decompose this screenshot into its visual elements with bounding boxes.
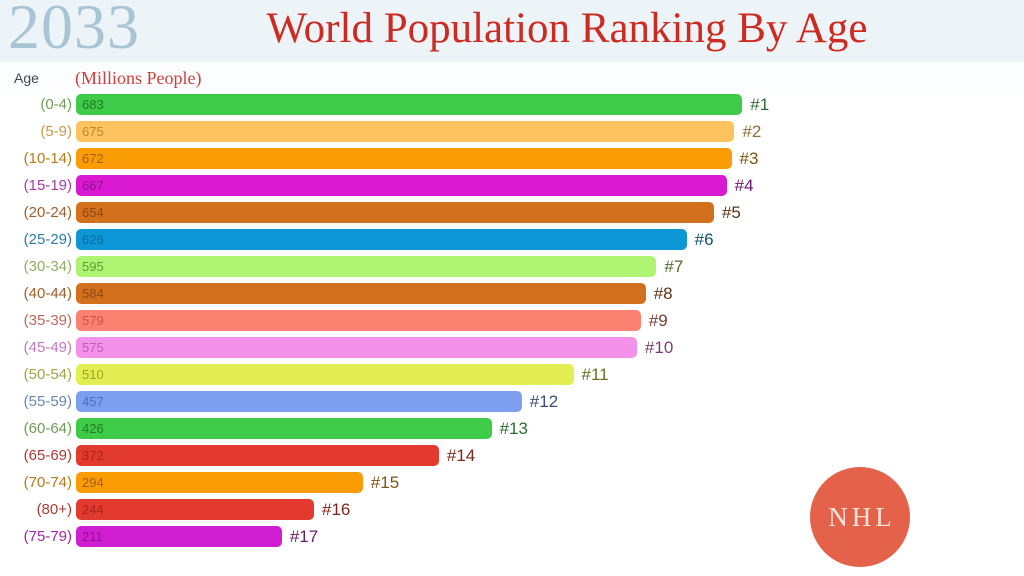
bar-rank-label: #13 bbox=[499, 419, 528, 438]
bar-rank-label: #15 bbox=[370, 473, 400, 492]
value-axis-unit-label: (Millions People) bbox=[75, 68, 202, 88]
bar-category-label: (35-39) bbox=[23, 312, 72, 329]
bar-value-label: 626 bbox=[82, 232, 104, 247]
bar-row: (25-29) 626 #6 bbox=[0, 229, 1024, 256]
bar: 584 bbox=[76, 283, 646, 304]
bar-value-label: 457 bbox=[82, 394, 104, 409]
bar-category-label: (65-69) bbox=[23, 447, 72, 464]
bar-category-label: (70-74) bbox=[23, 474, 72, 491]
bar-category-label: (80+) bbox=[36, 501, 72, 518]
bar-value-label: 211 bbox=[82, 529, 103, 544]
bar-row: (35-39) 579 #9 bbox=[0, 310, 1024, 337]
header-band bbox=[0, 0, 1024, 62]
bar-category-label: (20-24) bbox=[23, 204, 72, 221]
bar-category-label: (15-19) bbox=[23, 177, 72, 194]
bar-rank-label: #10 bbox=[644, 338, 674, 357]
bar: 457 bbox=[76, 391, 522, 412]
category-axis-label: Age bbox=[14, 70, 39, 86]
bar-value-label: 575 bbox=[82, 340, 104, 355]
bar-row: (15-19) 667 #4 bbox=[0, 175, 1024, 202]
bar-category-label: (5-9) bbox=[40, 123, 72, 140]
bar-row: (20-24) 654 #5 bbox=[0, 202, 1024, 229]
bar-category-label: (30-34) bbox=[23, 258, 72, 275]
bar-value-label: 675 bbox=[82, 124, 104, 139]
bar-value-label: 595 bbox=[82, 259, 104, 274]
bar-category-label: (50-54) bbox=[23, 366, 72, 383]
bar-value-label: 426 bbox=[82, 421, 104, 436]
bar-rank-label: #7 bbox=[664, 257, 684, 276]
bar-row: (40-44) 584 #8 bbox=[0, 283, 1024, 310]
bar-value-label: 683 bbox=[82, 97, 104, 112]
bar-rank-label: #16 bbox=[322, 500, 351, 519]
bar-value-label: 584 bbox=[82, 286, 104, 301]
bar-row: (5-9) 675 #2 bbox=[0, 121, 1024, 148]
bar: 683 bbox=[76, 94, 743, 115]
bar: 211 bbox=[76, 526, 282, 547]
bar-row: (60-64) 426 #13 bbox=[0, 418, 1024, 445]
bar-value-label: 510 bbox=[82, 367, 104, 382]
bar: 244 bbox=[76, 499, 315, 520]
watermark-label: NHL bbox=[828, 501, 896, 532]
bar-category-label: (0-4) bbox=[40, 96, 72, 113]
bar-rank-label: #5 bbox=[721, 203, 741, 222]
bar-value-label: 672 bbox=[82, 151, 104, 166]
bar-row: (70-74) 294 #15 bbox=[0, 472, 1024, 499]
bar: 672 bbox=[76, 148, 732, 169]
bar: 654 bbox=[76, 202, 714, 223]
bar-category-label: (10-14) bbox=[23, 150, 72, 167]
bar: 426 bbox=[76, 418, 492, 439]
bar-rank-label: #9 bbox=[648, 311, 668, 330]
bar: 626 bbox=[76, 229, 687, 250]
bar-rank-label: #17 bbox=[289, 527, 319, 546]
bar-row: (80+) 244 #16 bbox=[0, 499, 1024, 526]
bar-rank-label: #11 bbox=[581, 365, 609, 384]
bar-rows: (0-4) 683 #1 (5-9) 675 #2 (10-14) 672 #3 (15-19) 6… bbox=[0, 94, 1024, 553]
bar: 579 bbox=[76, 310, 641, 331]
bar-category-label: (75-79) bbox=[23, 528, 72, 545]
bar-value-label: 372 bbox=[82, 448, 104, 463]
bar-rank-label: #3 bbox=[739, 149, 759, 168]
bar-value-label: 294 bbox=[82, 475, 104, 490]
bar-category-label: (45-49) bbox=[23, 339, 72, 356]
bar-rank-label: #2 bbox=[742, 122, 762, 141]
bar: 510 bbox=[76, 364, 574, 385]
bar-rank-label: #12 bbox=[529, 392, 559, 411]
bar-value-label: 244 bbox=[82, 502, 104, 517]
bar-row: (50-54) 510 #11 bbox=[0, 364, 1024, 391]
page-title: World Population Ranking By Age bbox=[266, 5, 868, 52]
bar-rank-label: #1 bbox=[750, 95, 770, 114]
bar-row: (30-34) 595 #7 bbox=[0, 256, 1024, 283]
bar-value-label: 579 bbox=[82, 313, 104, 328]
bar: 575 bbox=[76, 337, 637, 358]
year-counter: 2033 bbox=[8, 0, 140, 62]
bar-row: (55-59) 457 #12 bbox=[0, 391, 1024, 418]
axis-header-band bbox=[0, 62, 1024, 92]
bar-row: (0-4) 683 #1 bbox=[0, 94, 1024, 121]
bar-rank-label: #4 bbox=[734, 176, 754, 195]
bar-value-label: 667 bbox=[82, 178, 104, 193]
bar-category-label: (25-29) bbox=[23, 231, 72, 248]
bar-value-label: 654 bbox=[82, 205, 104, 220]
bar-rank-label: #8 bbox=[653, 284, 673, 303]
bar: 667 bbox=[76, 175, 727, 196]
bar-row: (75-79) 211 #17 bbox=[0, 526, 1024, 553]
bar-row: (45-49) 575 #10 bbox=[0, 337, 1024, 364]
bar-category-label: (55-59) bbox=[23, 393, 72, 410]
bar-rank-label: #6 bbox=[694, 230, 714, 249]
bar: 294 bbox=[76, 472, 363, 493]
bar: 595 bbox=[76, 256, 657, 277]
watermark-logo: NHL bbox=[810, 467, 910, 567]
bar: 675 bbox=[76, 121, 735, 142]
bar-category-label: (60-64) bbox=[23, 420, 72, 437]
bar-category-label: (40-44) bbox=[23, 285, 72, 302]
bar-row: (10-14) 672 #3 bbox=[0, 148, 1024, 175]
bar: 372 bbox=[76, 445, 439, 466]
bar-rank-label: #14 bbox=[446, 446, 476, 465]
bar-row: (65-69) 372 #14 bbox=[0, 445, 1024, 472]
